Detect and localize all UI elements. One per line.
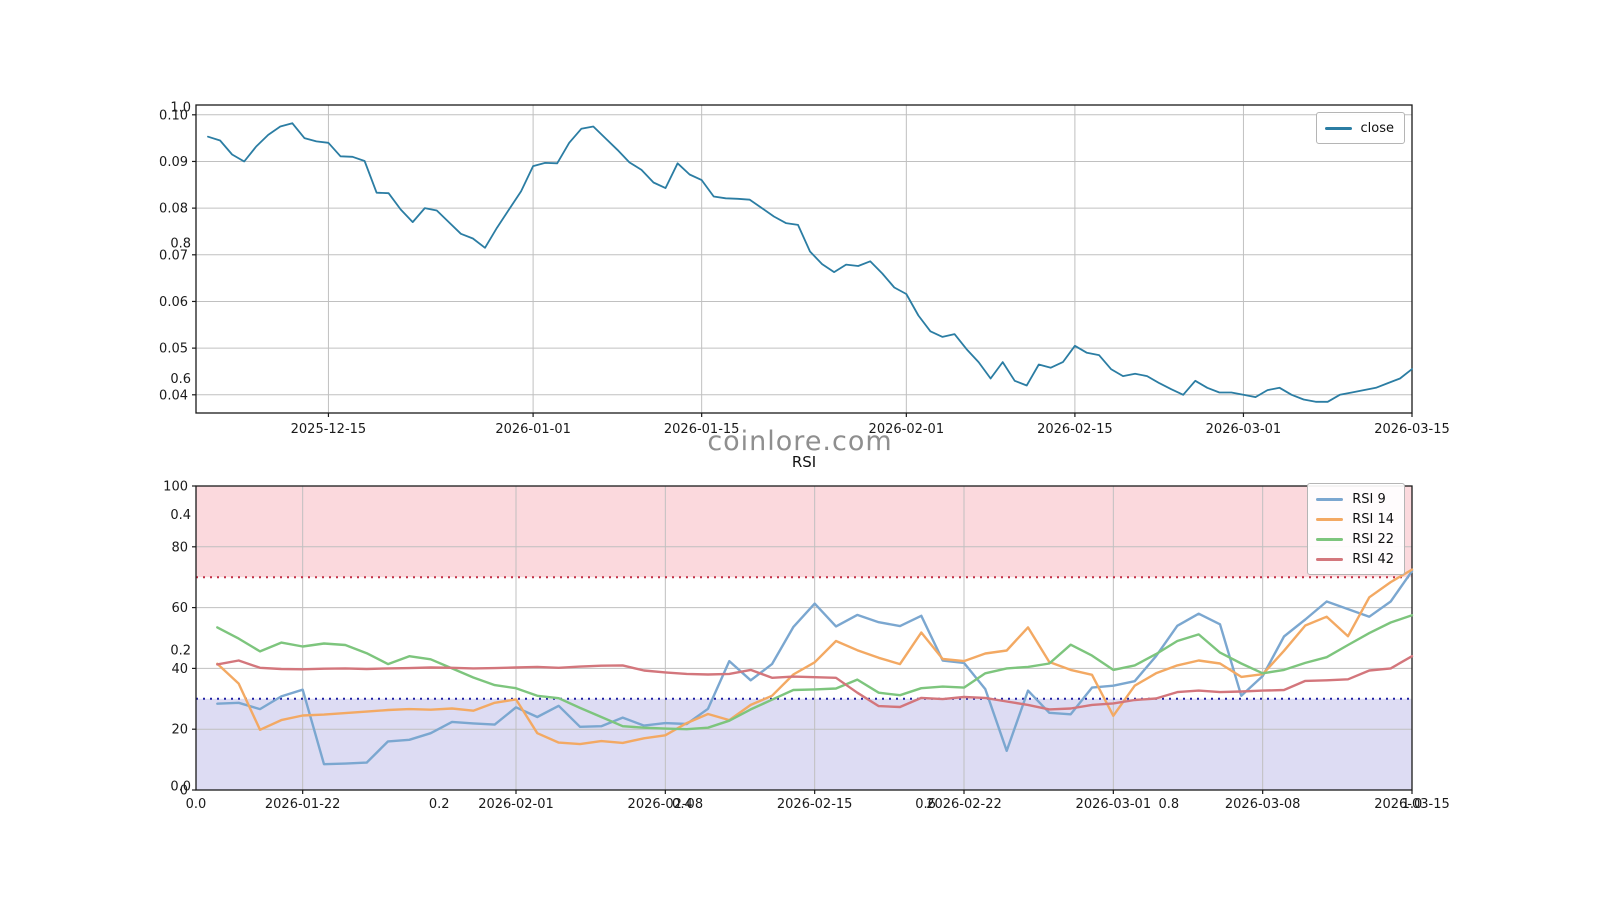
legend-label: RSI 14: [1352, 511, 1394, 527]
close-line: [207, 122, 1413, 403]
legend-entry: RSI 42: [1316, 549, 1394, 569]
rsi-42-line: [216, 655, 1414, 711]
overlay-x-tick-label: 0.8: [1158, 797, 1179, 812]
legend-label: RSI 22: [1352, 531, 1394, 547]
legend-line-swatch: [1316, 517, 1344, 521]
x-tick-label: 2025-12-15: [291, 422, 367, 437]
overlay-y-tick-label: 0.0: [170, 780, 191, 795]
rsi-chart-title: RSI: [791, 453, 817, 471]
overlay-y-tick-label: 0.8: [170, 236, 191, 251]
y-tick-label: 0.04: [159, 388, 188, 403]
overlay-y-tick-label: 0.2: [170, 644, 191, 659]
y-tick-label: 0.09: [159, 155, 188, 170]
x-tick-label: 2026-02-15: [1037, 422, 1113, 437]
x-tick-label: 2026-03-15: [1374, 422, 1450, 437]
rsi-14-line: [216, 568, 1414, 746]
axes-box: [195, 104, 1413, 414]
legend-line-swatch: [1316, 537, 1344, 541]
y-tick-label: 40: [171, 662, 188, 677]
y-tick-label: 100: [163, 480, 188, 495]
y-tick-label: 0.08: [159, 202, 188, 217]
legend-label: RSI 9: [1352, 491, 1386, 507]
legend-entry: close: [1324, 118, 1394, 138]
legend-line-swatch: [1316, 557, 1344, 561]
rsi-22-line: [216, 614, 1414, 731]
x-tick-label: 2026-02-01: [478, 797, 554, 812]
y-tick-label: 80: [171, 540, 188, 555]
watermark: coinlore.com: [707, 426, 893, 457]
x-tick-label: 2026-03-01: [1076, 797, 1152, 812]
x-tick-label: 2026-03-15: [1374, 797, 1450, 812]
x-tick-label: 2026-03-01: [1206, 422, 1282, 437]
x-tick-label: 2026-02-15: [777, 797, 853, 812]
legend-label: RSI 42: [1352, 551, 1394, 567]
legend-entry: RSI 9: [1316, 489, 1394, 509]
overlay-x-tick-label: 0.6: [915, 797, 936, 812]
y-tick-label: 0.07: [159, 248, 188, 263]
x-tick-label: 2026-01-15: [664, 422, 740, 437]
rsi-9-line: [216, 569, 1414, 766]
y-tick-label: 0.10: [159, 108, 188, 123]
y-tick-label: 0: [180, 784, 188, 799]
price-legend: close: [1315, 112, 1405, 144]
overlay-x-tick-label: 0.0: [186, 797, 207, 812]
overlay-y-tick-label: 1.0: [170, 101, 191, 116]
legend-line-swatch: [1316, 497, 1344, 501]
y-tick-label: 60: [171, 601, 188, 616]
x-tick-label: 2026-01-01: [495, 422, 571, 437]
legend-label: close: [1360, 120, 1394, 136]
overlay-x-tick-label: 1.0: [1402, 797, 1423, 812]
legend-entry: RSI 14: [1316, 509, 1394, 529]
overlay-y-tick-label: 0.6: [170, 372, 191, 387]
axes-box: [195, 485, 1413, 791]
legend-line-swatch: [1324, 126, 1352, 130]
rsi-legend: RSI 9 RSI 14 RSI 22 RSI 42: [1307, 483, 1405, 575]
y-tick-label: 20: [171, 723, 188, 738]
overbought-band: [196, 486, 1412, 578]
x-tick-label: 2026-02-01: [869, 422, 945, 437]
overlay-x-tick-label: 0.4: [672, 797, 693, 812]
overlay-x-tick-label: 0.2: [429, 797, 450, 812]
x-tick-label: 2026-03-08: [1225, 797, 1301, 812]
x-tick-label: 2026-01-22: [265, 797, 341, 812]
y-tick-label: 0.05: [159, 342, 188, 357]
overlay-y-tick-label: 0.4: [170, 508, 191, 523]
legend-entry: RSI 22: [1316, 529, 1394, 549]
x-tick-label: 2026-02-22: [926, 797, 1002, 812]
x-tick-label: 2026-02-08: [628, 797, 704, 812]
oversold-band: [196, 698, 1412, 790]
y-tick-label: 0.06: [159, 295, 188, 310]
